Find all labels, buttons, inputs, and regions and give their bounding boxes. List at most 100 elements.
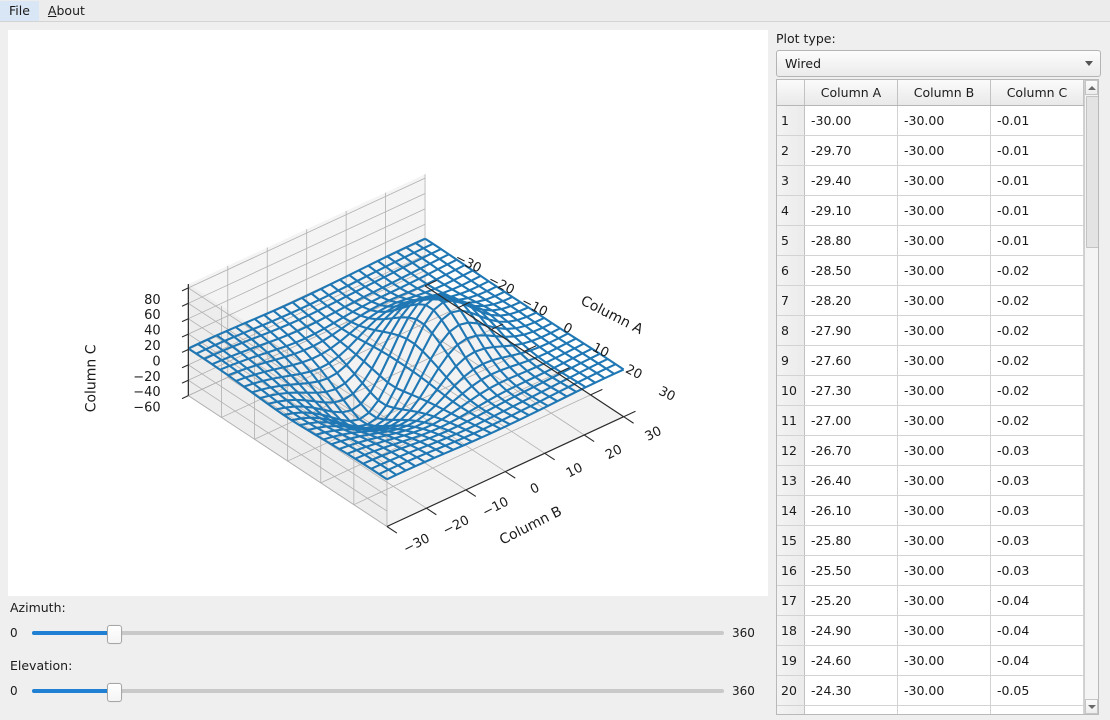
- cell-b[interactable]: -30.00: [897, 285, 991, 316]
- plot-type-dropdown[interactable]: Wired: [776, 50, 1101, 77]
- cell-a[interactable]: -28.20: [804, 285, 898, 316]
- cell-b[interactable]: -30.00: [897, 375, 991, 406]
- scrollbar-thumb[interactable]: [1086, 96, 1098, 248]
- table-row[interactable]: 19 -24.60 -30.00 -0.04: [777, 645, 1084, 676]
- cell-c[interactable]: -0.04: [990, 615, 1084, 646]
- scroll-up-button[interactable]: [1085, 80, 1098, 95]
- cell-b[interactable]: -30.00: [897, 105, 991, 136]
- cell-c[interactable]: -0.03: [990, 525, 1084, 556]
- table-row[interactable]: 4 -29.10 -30.00 -0.01: [777, 195, 1084, 226]
- cell-b[interactable]: -30.00: [897, 645, 991, 676]
- cell-a[interactable]: -27.30: [804, 375, 898, 406]
- table-row[interactable]: 20 -24.30 -30.00 -0.05: [777, 675, 1084, 706]
- cell-a[interactable]: -29.40: [804, 165, 898, 196]
- cell-c[interactable]: -0.01: [990, 165, 1084, 196]
- table-row[interactable]: 5 -28.80 -30.00 -0.01: [777, 225, 1084, 256]
- column-header-c[interactable]: Column C: [990, 80, 1084, 106]
- cell-c[interactable]: -0.05: [990, 675, 1084, 706]
- cell-b[interactable]: -30.00: [897, 255, 991, 286]
- table-row[interactable]: 14 -26.10 -30.00 -0.03: [777, 495, 1084, 526]
- cell-a[interactable]: -24.30: [804, 675, 898, 706]
- table-row[interactable]: 11 -27.00 -30.00 -0.02: [777, 405, 1084, 436]
- cell-b[interactable]: -30.00: [897, 495, 991, 526]
- menu-about[interactable]: About: [39, 1, 94, 21]
- table-row[interactable]: 16 -25.50 -30.00 -0.03: [777, 555, 1084, 586]
- column-header-b[interactable]: Column B: [897, 80, 991, 106]
- cell-c[interactable]: -0.03: [990, 555, 1084, 586]
- cell-a[interactable]: -24.60: [804, 645, 898, 676]
- scroll-down-button[interactable]: [1085, 699, 1098, 714]
- cell-b[interactable]: -30.00: [897, 405, 991, 436]
- cell-a[interactable]: -25.80: [804, 525, 898, 556]
- cell-b[interactable]: -30.00: [897, 525, 991, 556]
- cell-c[interactable]: -0.02: [990, 405, 1084, 436]
- cell-b[interactable]: -30.00: [897, 345, 991, 376]
- cell-a[interactable]: -28.80: [804, 225, 898, 256]
- cell-c[interactable]: -0.01: [990, 225, 1084, 256]
- cell-c[interactable]: [990, 705, 1084, 714]
- table-vertical-scrollbar[interactable]: [1084, 80, 1098, 714]
- cell-b[interactable]: -30.00: [897, 315, 991, 346]
- cell-a[interactable]: -27.00: [804, 405, 898, 436]
- cell-c[interactable]: -0.03: [990, 495, 1084, 526]
- table-row[interactable]: 10 -27.30 -30.00 -0.02: [777, 375, 1084, 406]
- azimuth-slider[interactable]: [32, 624, 724, 644]
- cell-a[interactable]: -26.40: [804, 465, 898, 496]
- cell-b[interactable]: -30.00: [897, 585, 991, 616]
- cell-b[interactable]: -30.00: [897, 555, 991, 586]
- menu-file[interactable]: File: [0, 0, 39, 21]
- cell-c[interactable]: -0.04: [990, 645, 1084, 676]
- cell-c[interactable]: -0.02: [990, 315, 1084, 346]
- table-row[interactable]: 17 -25.20 -30.00 -0.04: [777, 585, 1084, 616]
- row-number: 3: [777, 165, 805, 196]
- cell-b[interactable]: -30.00: [897, 135, 991, 166]
- table-row[interactable]: 12 -26.70 -30.00 -0.03: [777, 435, 1084, 466]
- cell-a[interactable]: [804, 705, 898, 714]
- cell-c[interactable]: -0.01: [990, 135, 1084, 166]
- cell-a[interactable]: -29.70: [804, 135, 898, 166]
- table-row[interactable]: 6 -28.50 -30.00 -0.02: [777, 255, 1084, 286]
- elevation-slider[interactable]: [32, 682, 724, 702]
- table-row[interactable]: 3 -29.40 -30.00 -0.01: [777, 165, 1084, 196]
- cell-c[interactable]: -0.04: [990, 585, 1084, 616]
- cell-a[interactable]: -29.10: [804, 195, 898, 226]
- cell-a[interactable]: -25.50: [804, 555, 898, 586]
- cell-a[interactable]: -24.90: [804, 615, 898, 646]
- table-row[interactable]: 15 -25.80 -30.00 -0.03: [777, 525, 1084, 556]
- table-row[interactable]: 1 -30.00 -30.00 -0.01: [777, 105, 1084, 136]
- plot-canvas[interactable]: −30 −20 −10 0 10 20 30 30 20 10 0 −10 −20 −30 −60 −40 −2…: [8, 30, 768, 596]
- cell-b[interactable]: -30.00: [897, 675, 991, 706]
- cell-c[interactable]: -0.03: [990, 465, 1084, 496]
- cell-a[interactable]: -28.50: [804, 255, 898, 286]
- cell-c[interactable]: -0.03: [990, 435, 1084, 466]
- cell-b[interactable]: -30.00: [897, 615, 991, 646]
- cell-b[interactable]: -30.00: [897, 195, 991, 226]
- cell-b[interactable]: -30.00: [897, 225, 991, 256]
- cell-b[interactable]: -30.00: [897, 465, 991, 496]
- cell-a[interactable]: -26.10: [804, 495, 898, 526]
- table-row[interactable]: 21: [777, 705, 1084, 714]
- cell-a[interactable]: -27.90: [804, 315, 898, 346]
- cell-c[interactable]: -0.01: [990, 105, 1084, 136]
- table-row[interactable]: 2 -29.70 -30.00 -0.01: [777, 135, 1084, 166]
- cell-a[interactable]: -27.60: [804, 345, 898, 376]
- cell-b[interactable]: -30.00: [897, 435, 991, 466]
- cell-c[interactable]: -0.02: [990, 345, 1084, 376]
- column-header-a[interactable]: Column A: [804, 80, 898, 106]
- cell-a[interactable]: -26.70: [804, 435, 898, 466]
- cell-c[interactable]: -0.02: [990, 285, 1084, 316]
- table-row[interactable]: 7 -28.20 -30.00 -0.02: [777, 285, 1084, 316]
- cell-b[interactable]: [897, 705, 991, 714]
- cell-b[interactable]: -30.00: [897, 165, 991, 196]
- table-row[interactable]: 13 -26.40 -30.00 -0.03: [777, 465, 1084, 496]
- table-row[interactable]: 8 -27.90 -30.00 -0.02: [777, 315, 1084, 346]
- table-row[interactable]: 18 -24.90 -30.00 -0.04: [777, 615, 1084, 646]
- cell-a[interactable]: -30.00: [804, 105, 898, 136]
- cell-c[interactable]: -0.01: [990, 195, 1084, 226]
- table-row[interactable]: 9 -27.60 -30.00 -0.02: [777, 345, 1084, 376]
- cell-c[interactable]: -0.02: [990, 375, 1084, 406]
- cell-c[interactable]: -0.02: [990, 255, 1084, 286]
- cell-a[interactable]: -25.20: [804, 585, 898, 616]
- elevation-thumb[interactable]: [107, 683, 123, 702]
- azimuth-thumb[interactable]: [107, 625, 123, 644]
